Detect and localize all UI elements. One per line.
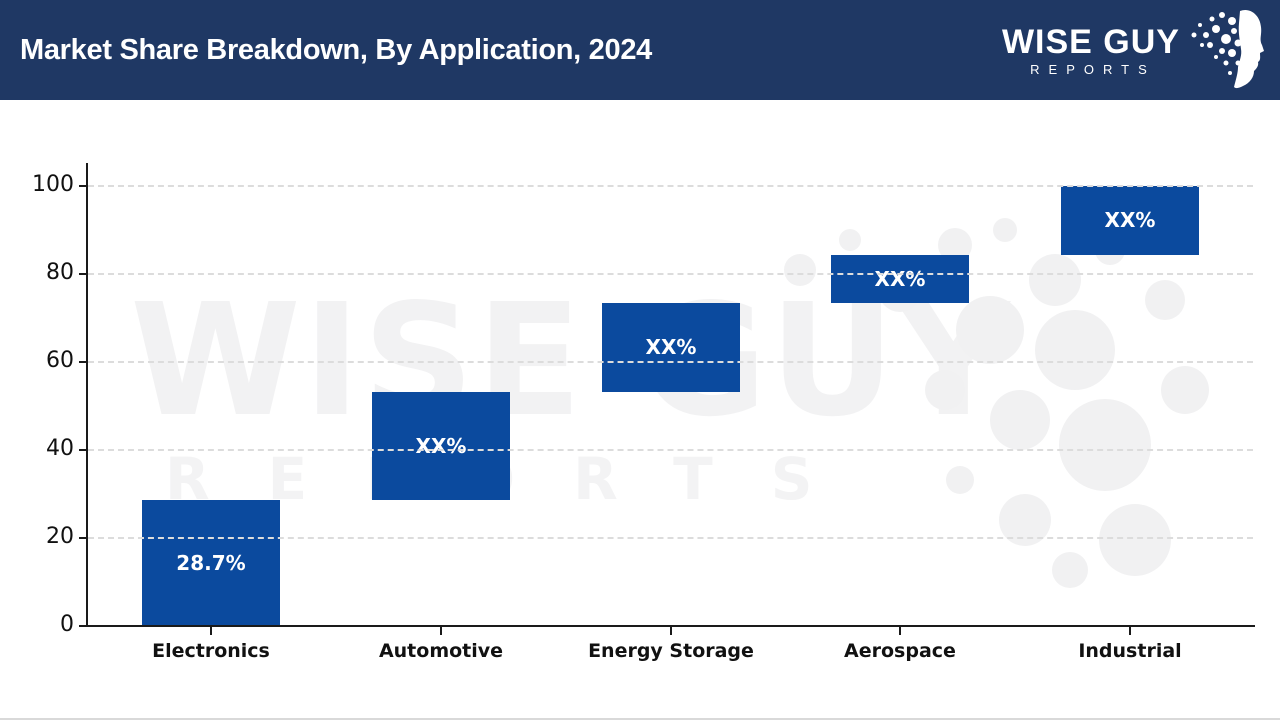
y-tick-mark — [79, 449, 87, 451]
bar-industrial: XX% — [1061, 186, 1199, 255]
category-label-energy-storage: Energy Storage — [588, 640, 754, 662]
bar-value-label: XX% — [645, 335, 697, 360]
y-tick-mark — [79, 185, 87, 187]
y-tick-mark — [79, 361, 87, 363]
y-tick-mark — [79, 537, 87, 539]
header-bar: Market Share Breakdown, By Application, … — [0, 0, 1280, 100]
y-tick-label: 60 — [46, 348, 74, 373]
gridline-y-20 — [88, 537, 1253, 539]
y-tick-mark — [79, 625, 87, 627]
x-tick-mark — [210, 627, 212, 635]
x-tick-mark — [1129, 627, 1131, 635]
y-tick-label: 40 — [46, 436, 74, 461]
brand-logo-text: WISE GUY REPORTS — [1002, 25, 1180, 76]
bar-automotive: XX% — [372, 391, 510, 500]
y-tick-label: 0 — [60, 612, 74, 637]
bar-energy-storage: XX% — [602, 302, 740, 392]
category-label-automotive: Automotive — [378, 640, 504, 662]
category-label-industrial: Industrial — [1078, 640, 1182, 662]
bar-value-label: XX% — [1104, 208, 1156, 233]
y-tick-label: 20 — [46, 524, 74, 549]
x-tick-mark — [440, 627, 442, 635]
y-tick-mark — [79, 273, 87, 275]
page-title: Market Share Breakdown, By Application, … — [20, 33, 652, 66]
y-tick-label: 100 — [32, 172, 74, 197]
y-tick-label: 80 — [46, 260, 74, 285]
bar-value-label: 28.7% — [176, 550, 246, 575]
bar-aerospace: XX% — [831, 254, 969, 303]
y-axis-line — [86, 163, 88, 627]
x-tick-mark — [899, 627, 901, 635]
bar-electronics: 28.7% — [142, 499, 280, 626]
gridline-y-40 — [88, 449, 1253, 451]
category-label-aerospace: Aerospace — [844, 640, 956, 662]
brand-name: WISE GUY — [1001, 22, 1180, 61]
gridline-y-60 — [88, 361, 1253, 363]
x-tick-mark — [670, 627, 672, 635]
brand-subname: REPORTS — [1030, 61, 1156, 77]
bar-value-label: XX% — [874, 266, 926, 291]
category-label-electronics: Electronics — [152, 640, 270, 662]
brand-logo: WISE GUY REPORTS — [1002, 5, 1264, 95]
gridline-y-100 — [88, 185, 1253, 187]
chart-canvas: WISE GUY REPORTS 28.7% XX% XX% XX% XX% — [0, 100, 1280, 718]
gridline-y-80 — [88, 273, 1253, 275]
bar-value-label: XX% — [415, 433, 467, 458]
x-axis-line — [86, 625, 1255, 627]
dotted-face-profile-icon — [1186, 5, 1264, 95]
